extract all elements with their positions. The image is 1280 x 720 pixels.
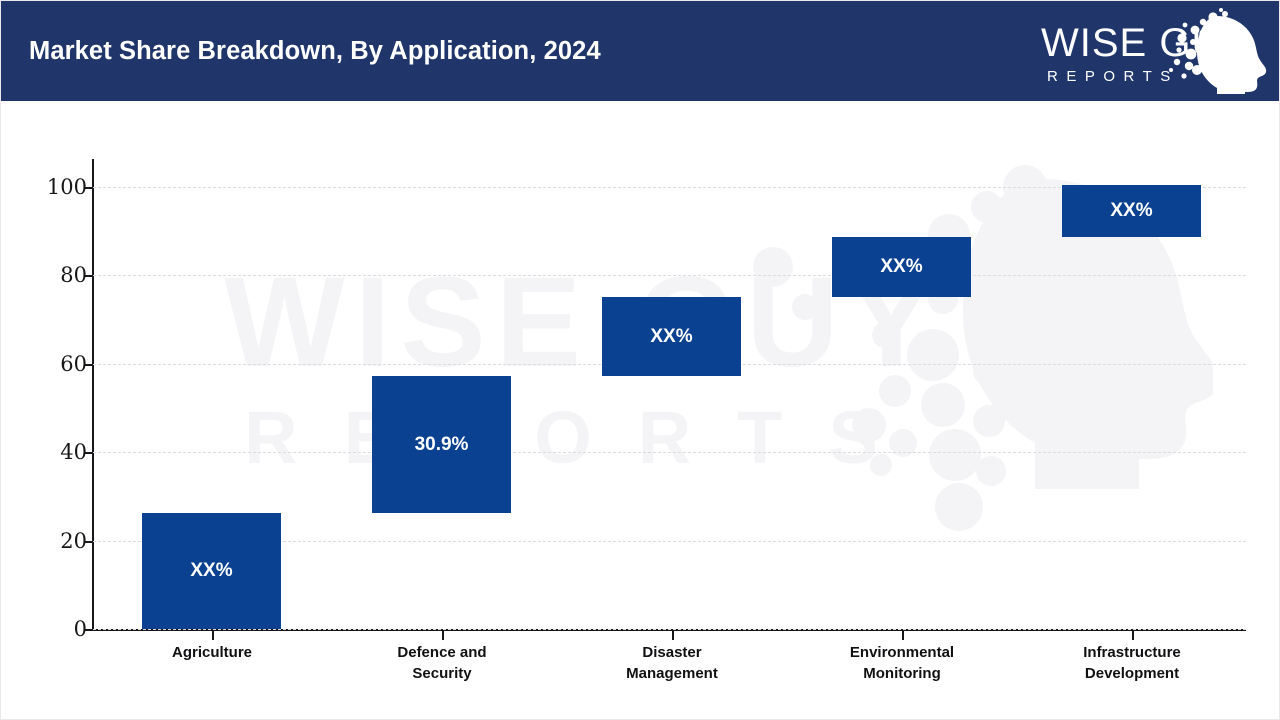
- bar-value-label: XX%: [880, 256, 923, 277]
- gridline-20: [93, 540, 1246, 542]
- x-tick-label-agriculture: Agriculture: [97, 643, 327, 664]
- x-label-line: Environmental: [849, 644, 955, 661]
- x-label-line: Defence and: [397, 644, 487, 661]
- y-tick-label-100: 100: [46, 175, 87, 199]
- bar-value-label: XX%: [650, 325, 693, 347]
- x-tick-mark-2: [672, 631, 674, 640]
- y-tick-label-40: 40: [60, 440, 87, 465]
- bar-defence-and-security[interactable]: 30.9%: [372, 376, 511, 513]
- y-tick-mark-40: [85, 452, 93, 455]
- page-title: Market Share Breakdown, By Application, …: [29, 36, 601, 65]
- y-tick-label-80: 80: [60, 263, 87, 288]
- x-axis-line: [92, 629, 1246, 632]
- bar-agriculture[interactable]: XX%: [142, 513, 281, 629]
- y-tick-label-20: 20: [60, 528, 87, 553]
- bar-value-label: 30.9%: [414, 433, 469, 455]
- bar-value-label: XX%: [190, 560, 233, 581]
- gridline-0: [93, 629, 1246, 630]
- bar-value-label: XX%: [1110, 200, 1153, 221]
- x-label-line: Security: [412, 664, 472, 682]
- y-tick-mark-20: [85, 540, 93, 543]
- x-tick-label-environmental-monitoring: Environmental Monitoring: [787, 643, 1017, 684]
- y-tick-mark-60: [85, 363, 93, 366]
- x-label-line: Management: [626, 664, 718, 682]
- wise-guy-reports-logo: WISE GUY REPORTS: [1035, 8, 1267, 94]
- chart-header: Market Share Breakdown, By Application, …: [1, 1, 1279, 101]
- x-tick-mark-1: [442, 631, 444, 640]
- y-tick-label-60: 60: [60, 351, 87, 376]
- x-tick-mark-0: [212, 631, 214, 640]
- bar-disaster-management[interactable]: XX%: [602, 297, 741, 376]
- bar-environmental-monitoring[interactable]: XX%: [832, 237, 971, 297]
- y-tick-mark-0: [85, 629, 93, 631]
- x-tick-label-disaster-management: Disaster Management: [557, 643, 787, 684]
- y-axis-line: [92, 159, 95, 631]
- svg-text:REPORTS: REPORTS: [1047, 68, 1179, 85]
- y-tick-mark-80: [85, 275, 93, 278]
- gridline-80: [93, 275, 1246, 277]
- x-label-line: Infrastructure: [1083, 644, 1181, 661]
- x-label-line: Agriculture: [171, 644, 252, 661]
- x-label-line: Disaster: [642, 644, 702, 661]
- chart-plot-area: WISE GUY REPORTS: [1, 101, 1279, 719]
- x-label-line: Monitoring: [863, 664, 941, 682]
- x-tick-mark-4: [1132, 631, 1134, 640]
- y-tick-label-0: 0: [73, 617, 87, 641]
- x-tick-label-defence-and-security: Defence and Security: [327, 643, 557, 684]
- gridline-40: [93, 452, 1246, 454]
- gridline-100: [93, 187, 1246, 188]
- x-tick-label-infrastructure-development: Infrastructure Development: [1017, 643, 1247, 684]
- y-tick-mark-100: [85, 187, 93, 189]
- x-tick-mark-3: [902, 631, 904, 640]
- x-label-line: Development: [1084, 664, 1180, 682]
- bar-infrastructure-development[interactable]: XX%: [1062, 185, 1201, 237]
- chart-bars: XX% 30.9% XX% XX% XX%: [1, 101, 1279, 719]
